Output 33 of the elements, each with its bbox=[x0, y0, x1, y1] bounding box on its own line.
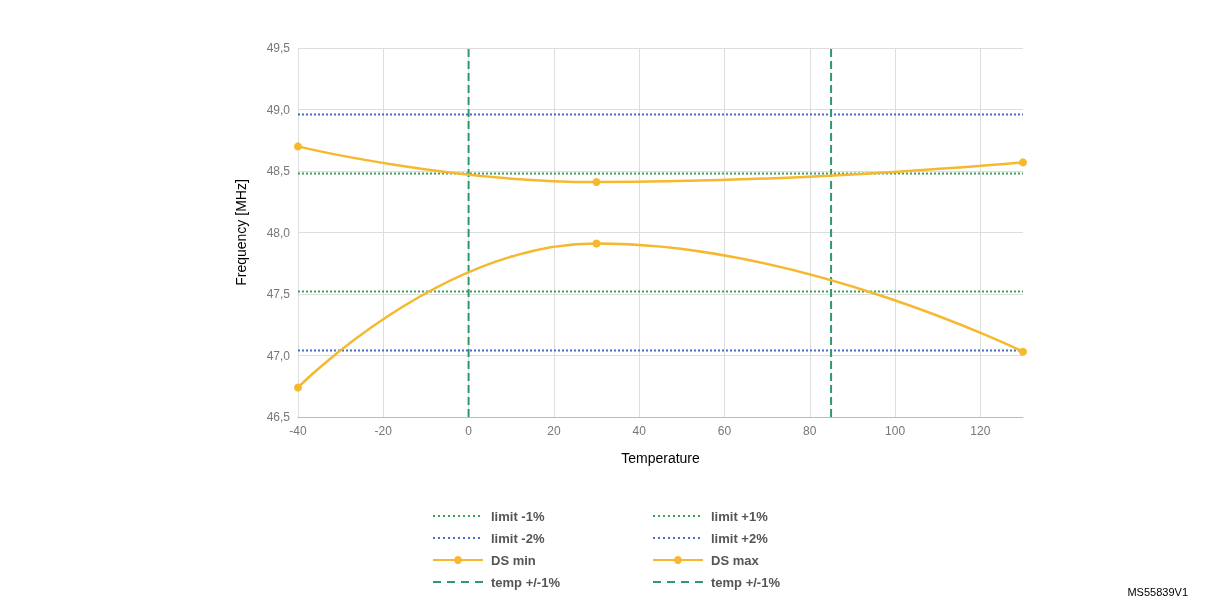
point bbox=[592, 239, 601, 248]
y-tick-label: 48,0 bbox=[266, 225, 291, 240]
text: MS55839V1 bbox=[1127, 585, 1188, 598]
point bbox=[592, 178, 601, 187]
legend-label: temp +/-1% bbox=[711, 574, 781, 590]
x-tick-label: 20 bbox=[547, 424, 561, 438]
x-axis-title: Temperature bbox=[621, 450, 701, 466]
y-tick-label: 47,0 bbox=[266, 348, 291, 363]
legend-label: DS min bbox=[491, 552, 536, 568]
point bbox=[1019, 158, 1027, 167]
y-tick-label: 49,5 bbox=[266, 41, 291, 55]
y-axis-title: Frequency [MHz] bbox=[233, 179, 249, 286]
y-tick-label: 49,0 bbox=[266, 102, 291, 117]
x-tick-label: -20 bbox=[374, 424, 393, 438]
point bbox=[1019, 347, 1027, 356]
y-tick-label: 46,5 bbox=[266, 410, 291, 424]
legend-label: temp +/-1% bbox=[491, 574, 561, 590]
x-tick-label: -40 bbox=[289, 424, 307, 438]
legend-label: limit -1% bbox=[491, 508, 545, 524]
legend-label: limit +1% bbox=[711, 508, 769, 524]
x-tick-label: 100 bbox=[885, 424, 906, 438]
legend-label: DS max bbox=[711, 552, 760, 568]
x-tick-label: 120 bbox=[970, 424, 991, 438]
x-tick-label: 0 bbox=[465, 424, 473, 438]
x-tick-label: 40 bbox=[632, 424, 647, 438]
x-tick-label: 60 bbox=[717, 424, 732, 438]
point bbox=[294, 383, 302, 392]
y-tick-label: 47,5 bbox=[266, 287, 291, 301]
legend-label: limit -2% bbox=[491, 530, 545, 546]
point bbox=[294, 142, 302, 151]
legend-label: limit +2% bbox=[711, 530, 769, 546]
y-tick-label: 48,5 bbox=[266, 164, 291, 178]
x-tick-label: 80 bbox=[803, 424, 817, 438]
